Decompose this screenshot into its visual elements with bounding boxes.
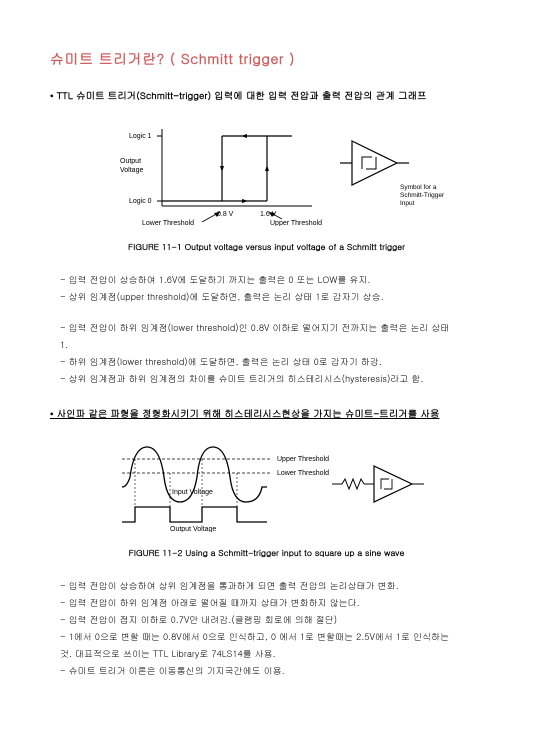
fig2-output: Output Voltage [170,526,216,532]
bullet-item: 입력 전압이 상승하여 1.6V에 도달하기 까지는 출력은 0 또는 LOW를… [60,271,483,288]
fig2-lower: Lower Threshold [277,470,329,477]
fig1-upper: Upper Threshold [270,220,322,226]
bullet-list-2: 입력 전압이 하위 임계점(lower threshold)인 0.8V 이하로… [50,319,483,387]
fig2-input: Input Voltage [172,489,213,496]
fig1-sym1: Symbol for a [400,184,437,191]
figure2-caption: FIGURE 11-2 Using a Schmitt-trigger inpu… [50,547,483,559]
bullet-item: 입력 전압이 하위 임계점(lower threshold)인 0.8V 이하로… [60,319,483,336]
bullet-item-cont: 1. [60,336,483,353]
bullet-item: 입력 전압이 하위 임계점 아래로 떨어질 때까지 상태가 변화하지 않는다. [60,594,483,611]
bullet-item: 슈미트 트리거 이론은 이동통신의 기지국간에도 이용. [60,662,483,679]
section1-heading: • TTL 슈미트 트리거(Schmitt-trigger) 입력에 대한 입력… [50,88,483,102]
bullet-item: 입력 전압이 접지 이하로 0.7V만 내려감.(클램핑 회로에 의해 절단) [60,611,483,628]
figure1-caption: FIGURE 11-1 Output voltage versus input … [50,241,483,253]
main-title: 슈미트 트리거란? ( Schmitt trigger ) [50,48,483,68]
bullet-item: 하위 임계점(lower threshold)에 도달하면, 출력은 논리 상태… [60,353,483,370]
bullet-item: 입력 전압이 상승하여 상위 임계점을 통과하게 되면 출력 전압의 논리상태가… [60,577,483,594]
fig1-logic1: Logic 1 [129,133,152,140]
fig2-upper: Upper Threshold [277,456,329,463]
fig1-ov2: Voltage [120,167,143,174]
bullet-item-cont: 것. 대표적으로 쓰이는 TTL Library로 74LS14를 사용. [60,645,483,662]
fig1-sym3: Input [400,200,415,207]
bullet-item: 1에서 0으로 변할 때는 0.8V에서 0으로 인식하고, 0 에서 1로 변… [60,628,483,645]
bullet-list-3: 입력 전압이 상승하여 상위 임계점을 통과하게 되면 출력 전압의 논리상태가… [50,577,483,680]
fig1-sym2: Schmitt-Trigger [400,192,445,199]
bullet-item: 상위 임계점과 하위 임계점의 차이를 슈미트 트리거의 히스테리시스(hyst… [60,370,483,387]
figure-2: Upper Threshold Lower Threshold Input Vo… [50,432,483,535]
section2-heading: • 사인파 같은 파형을 정형화시키기 위해 히스테리시스현상을 가지는 슈미트… [50,406,483,420]
fig1-ov1: Output [120,158,141,165]
bullet-list-1: 입력 전압이 상승하여 1.6V에 도달하기 까지는 출력은 0 또는 LOW를… [50,271,483,305]
bullet-item: 상위 임계점(upper threshold)에 도달하면, 출력은 논리 상태… [60,288,483,305]
fig1-lower: Lower Threshold [142,220,194,226]
fig1-logic0: Logic 0 [129,198,152,205]
figure-1: 0.8 V 1.6 V Logic 1 Logic 0 Output Volta… [50,116,483,229]
